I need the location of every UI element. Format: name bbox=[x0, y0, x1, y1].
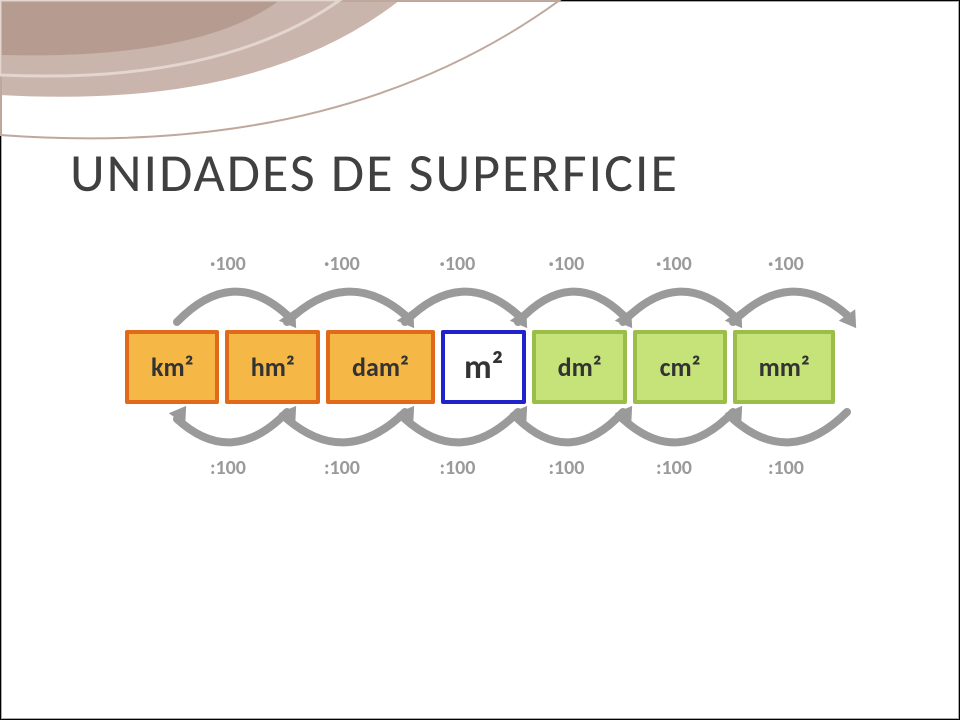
unit-box-hm2: hm² bbox=[225, 330, 319, 404]
divide-label: :100 bbox=[210, 456, 246, 480]
multiply-label: ·100 bbox=[768, 252, 804, 276]
multiply-label: ·100 bbox=[656, 252, 692, 276]
unit-box-dm2: dm² bbox=[532, 330, 626, 404]
unit-conversion-diagram: ·100·100·100·100·100·100 km²hm²dam²m²dm²… bbox=[125, 260, 835, 474]
multiply-label: ·100 bbox=[440, 252, 476, 276]
unit-box-mm2: mm² bbox=[733, 330, 835, 404]
row-divide-arrows: :100:100:100:100:100:100 bbox=[125, 404, 835, 474]
multiply-label: ·100 bbox=[549, 252, 585, 276]
divide-label: :100 bbox=[440, 456, 476, 480]
divide-label: :100 bbox=[768, 456, 804, 480]
multiply-label: ·100 bbox=[210, 252, 246, 276]
divide-label: :100 bbox=[324, 456, 360, 480]
divide-label: :100 bbox=[549, 456, 585, 480]
page-title: UNIDADES DE SUPERFICIE bbox=[70, 140, 679, 206]
unit-box-dam2: dam² bbox=[326, 330, 435, 404]
unit-box-cm2: cm² bbox=[633, 330, 727, 404]
multiply-label: ·100 bbox=[324, 252, 360, 276]
unit-boxes-row: km²hm²dam²m²dm²cm²mm² bbox=[125, 330, 835, 404]
divide-label: :100 bbox=[656, 456, 692, 480]
unit-box-km2: km² bbox=[125, 330, 219, 404]
unit-box-m2: m² bbox=[441, 330, 526, 404]
row-multiply-arrows: ·100·100·100·100·100·100 bbox=[125, 260, 835, 330]
